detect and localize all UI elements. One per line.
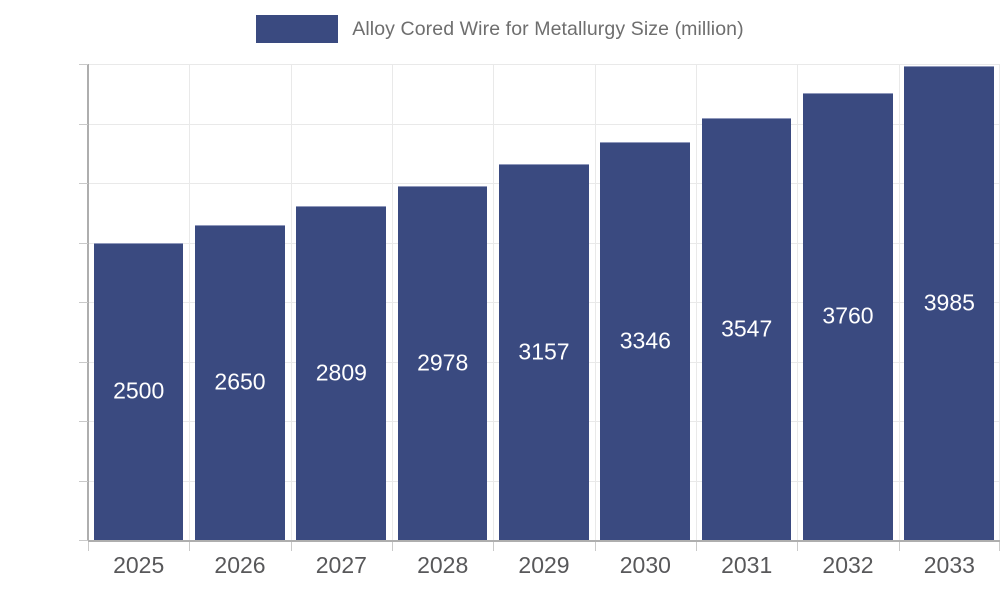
bar[interactable]: [600, 141, 691, 540]
x-tick-label: 2029: [518, 552, 570, 578]
bar[interactable]: [701, 117, 792, 540]
x-tick-mark: [696, 542, 697, 551]
x-tick-mark: [88, 542, 89, 551]
bar-value-label: 3346: [619, 327, 671, 354]
x-tick-mark: [797, 542, 798, 551]
x-tick-label: 2025: [113, 552, 165, 578]
y-axis-line: [87, 64, 89, 541]
gridline-vertical: [899, 64, 900, 540]
bar[interactable]: [803, 92, 893, 540]
gridline-horizontal: [88, 123, 1000, 125]
bar-value-label: 3760: [822, 302, 874, 329]
gridline-vertical: [493, 64, 494, 540]
gridline-vertical: [696, 64, 697, 540]
x-tick-label: 2028: [417, 552, 469, 578]
x-tick-mark: [291, 542, 292, 551]
x-tick-label: 2033: [923, 552, 975, 578]
bar[interactable]: [904, 65, 995, 540]
x-tick-label: 2027: [315, 552, 367, 578]
x-tick-mark: [189, 542, 190, 551]
x-tick-label: 2026: [214, 552, 266, 578]
gridline-vertical: [797, 64, 798, 540]
bar-value-label: 3157: [518, 338, 570, 365]
bar[interactable]: [296, 205, 387, 540]
x-tick-mark: [493, 542, 494, 551]
gridline-vertical: [392, 64, 393, 540]
x-tick-mark: [392, 542, 393, 551]
x-tick-label: 2032: [822, 552, 874, 578]
x-tick-label: 2031: [721, 552, 773, 578]
bar[interactable]: [93, 242, 184, 540]
legend-swatch-series-1: [256, 15, 339, 43]
gridline-horizontal: [88, 64, 1000, 65]
gridline-vertical: [595, 64, 596, 540]
legend-label-series-1: Alloy Cored Wire for Metallurgy Size (mi…: [352, 17, 744, 40]
x-tick-label: 2030: [619, 552, 671, 578]
x-tick-mark: [899, 542, 900, 551]
bar-value-label: 3985: [923, 289, 975, 316]
bar[interactable]: [499, 164, 589, 540]
chart-legend: Alloy Cored Wire for Metallurgy Size (mi…: [0, 12, 1000, 46]
bar-value-label: 3547: [721, 315, 773, 342]
gridline-vertical: [291, 64, 292, 540]
plot-area: 2500 2650 2809 2978 3157 3346 3547 3760 3985: [88, 64, 1000, 541]
bar-value-label: 2809: [315, 359, 367, 386]
bar-value-label: 2650: [214, 368, 266, 395]
x-axis-line: [88, 540, 1000, 542]
x-tick-mark: [595, 542, 596, 551]
bar-value-label: 2500: [113, 377, 165, 404]
bar-value-label: 2978: [417, 349, 469, 376]
bar[interactable]: [397, 185, 488, 540]
bar[interactable]: [195, 224, 285, 540]
gridline-vertical: [189, 64, 190, 540]
